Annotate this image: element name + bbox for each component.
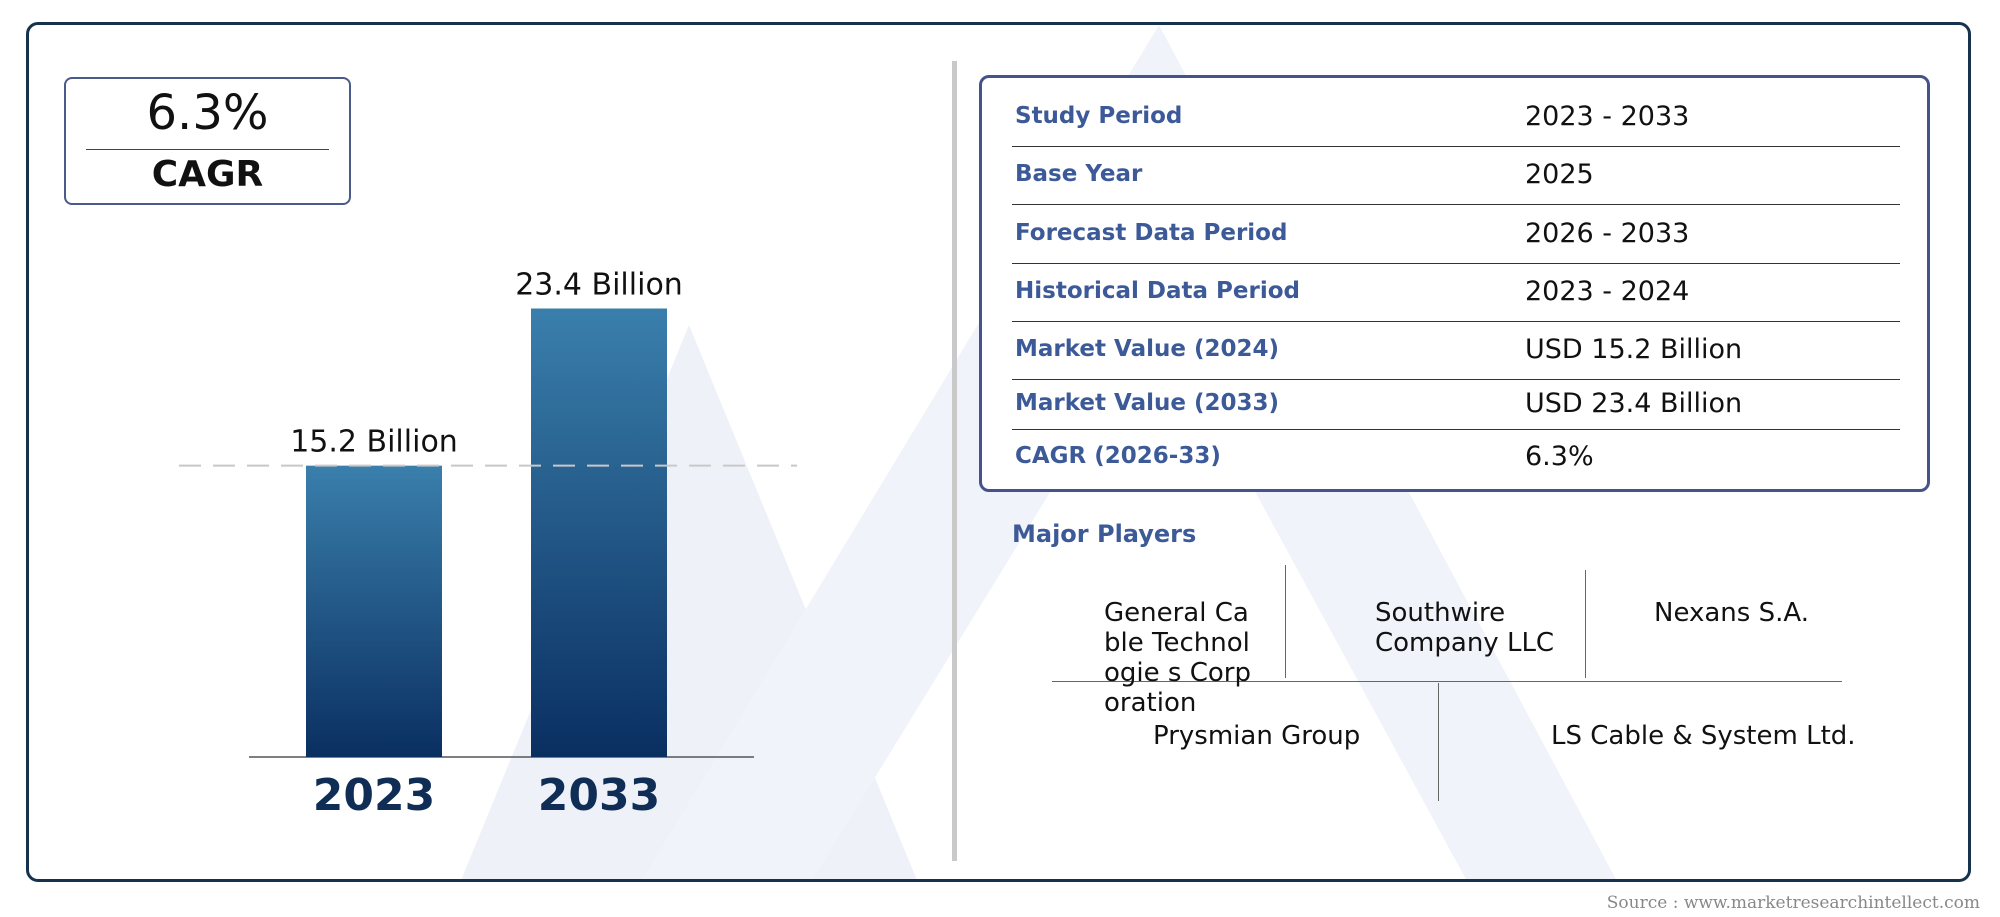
info-row: Market Value (2024) USD 15.2 Billion (1012, 322, 1900, 380)
info-row-label: Base Year (1015, 161, 1143, 187)
info-row-label: Market Value (2033) (1015, 390, 1279, 416)
bar-chart: 15.2 Billion 2023 23.4 Billion 2033 (179, 268, 797, 821)
info-row-value: USD 23.4 Billion (1525, 388, 1743, 419)
infographic-frame: 6.3% CAGR 15.2 Billion 2023 23.4 Billion 20… (26, 22, 1971, 882)
info-row: Historical Data Period 2023 - 2024 (1012, 264, 1900, 322)
cagr-value: 6.3% (146, 85, 269, 141)
info-row-value: 2023 - 2033 (1525, 101, 1690, 132)
source-credit: Source : www.marketresearchintellect.com (1606, 893, 1980, 913)
x-tick-label: 2023 (313, 770, 435, 821)
cagr-box: 6.3% CAGR (64, 77, 351, 205)
market-info-table: Study Period 2023 - 2033 Base Year 2025 Fore… (979, 75, 1930, 492)
panel-divider (952, 61, 957, 861)
major-players-title: Major Players (1012, 520, 1197, 548)
player-nexans: Nexans S.A. (1654, 598, 1809, 628)
players-divider (1438, 683, 1439, 801)
info-row-value: USD 15.2 Billion (1525, 334, 1743, 365)
bar-value-label: 15.2 Billion (290, 425, 458, 460)
bar-value-label: 23.4 Billion (515, 268, 683, 303)
x-tick-label: 2033 (538, 770, 660, 821)
info-row: Market Value (2033) USD 23.4 Billion (1012, 380, 1900, 430)
bar-2023 (306, 465, 442, 757)
info-row-value: 2025 (1525, 159, 1594, 190)
players-divider (1585, 570, 1586, 678)
players-divider (1052, 681, 1842, 682)
player-ls-cable: LS Cable & System Ltd. (1551, 721, 1856, 751)
info-row-value: 6.3% (1525, 441, 1594, 472)
player-prysmian: Prysmian Group (1153, 721, 1361, 751)
info-row-label: CAGR (2026-33) (1015, 443, 1221, 469)
player-general-cable: General Cable Technologie s Corporation (1104, 598, 1251, 718)
info-row: CAGR (2026-33) 6.3% (1012, 430, 1900, 485)
info-row-label: Forecast Data Period (1015, 220, 1288, 246)
bar-2033 (531, 308, 667, 757)
player-southwire: Southwire Company LLC (1375, 598, 1555, 658)
cagr-divider (86, 149, 329, 150)
info-row-label: Historical Data Period (1015, 278, 1300, 304)
info-row-label: Market Value (2024) (1015, 336, 1279, 362)
players-divider (1285, 565, 1286, 678)
info-row-value: 2026 - 2033 (1525, 218, 1690, 249)
info-row: Base Year 2025 (1012, 147, 1900, 205)
cagr-label: CAGR (151, 154, 264, 195)
info-row-label: Study Period (1015, 103, 1183, 129)
info-row: Study Period 2023 - 2033 (1012, 88, 1900, 147)
info-row-value: 2023 - 2024 (1525, 276, 1690, 307)
info-row: Forecast Data Period 2026 - 2033 (1012, 205, 1900, 264)
